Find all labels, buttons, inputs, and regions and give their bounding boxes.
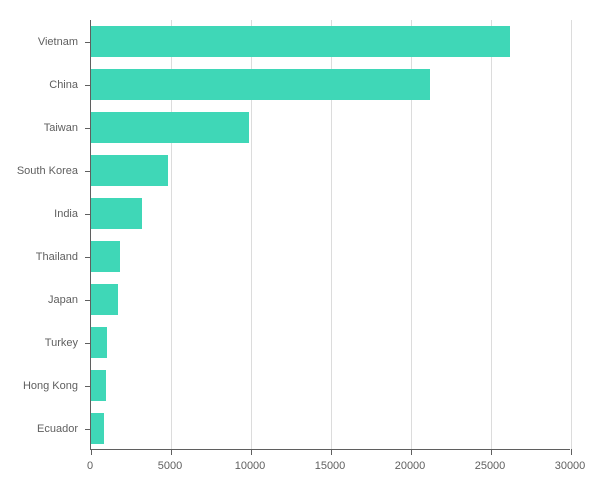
x-axis-label: 5000 xyxy=(158,460,182,472)
bar xyxy=(91,284,118,315)
x-tick xyxy=(411,449,412,455)
bar xyxy=(91,327,107,358)
y-axis-label: Taiwan xyxy=(44,122,78,134)
y-axis-label: Vietnam xyxy=(38,36,78,48)
x-axis-label: 25000 xyxy=(475,460,506,472)
plot-area xyxy=(90,20,570,450)
bar xyxy=(91,198,142,229)
bar xyxy=(91,26,510,57)
bar xyxy=(91,155,168,186)
bar xyxy=(91,413,104,444)
y-axis-label: Hong Kong xyxy=(23,380,78,392)
y-axis-label: South Korea xyxy=(17,165,78,177)
x-tick xyxy=(491,449,492,455)
x-axis-label: 15000 xyxy=(315,460,346,472)
bar xyxy=(91,370,106,401)
x-axis-label: 30000 xyxy=(555,460,586,472)
x-axis-label: 10000 xyxy=(235,460,266,472)
y-axis-label: China xyxy=(49,79,78,91)
x-axis-label: 20000 xyxy=(395,460,426,472)
bar xyxy=(91,112,249,143)
x-tick xyxy=(171,449,172,455)
y-axis-label: Turkey xyxy=(45,337,78,349)
bar xyxy=(91,241,120,272)
bar-chart: Vietnam China Taiwan South Korea India Thaila… xyxy=(0,0,600,500)
y-axis-label: Ecuador xyxy=(37,423,78,435)
y-axis-label: Japan xyxy=(48,294,78,306)
y-axis-label: Thailand xyxy=(36,251,78,263)
y-axis-label: India xyxy=(54,208,78,220)
x-tick xyxy=(91,449,92,455)
x-tick xyxy=(251,449,252,455)
x-axis-label: 0 xyxy=(87,460,93,472)
x-tick xyxy=(571,449,572,455)
x-tick xyxy=(331,449,332,455)
grid-line xyxy=(491,20,492,449)
bar xyxy=(91,69,430,100)
grid-line xyxy=(571,20,572,449)
